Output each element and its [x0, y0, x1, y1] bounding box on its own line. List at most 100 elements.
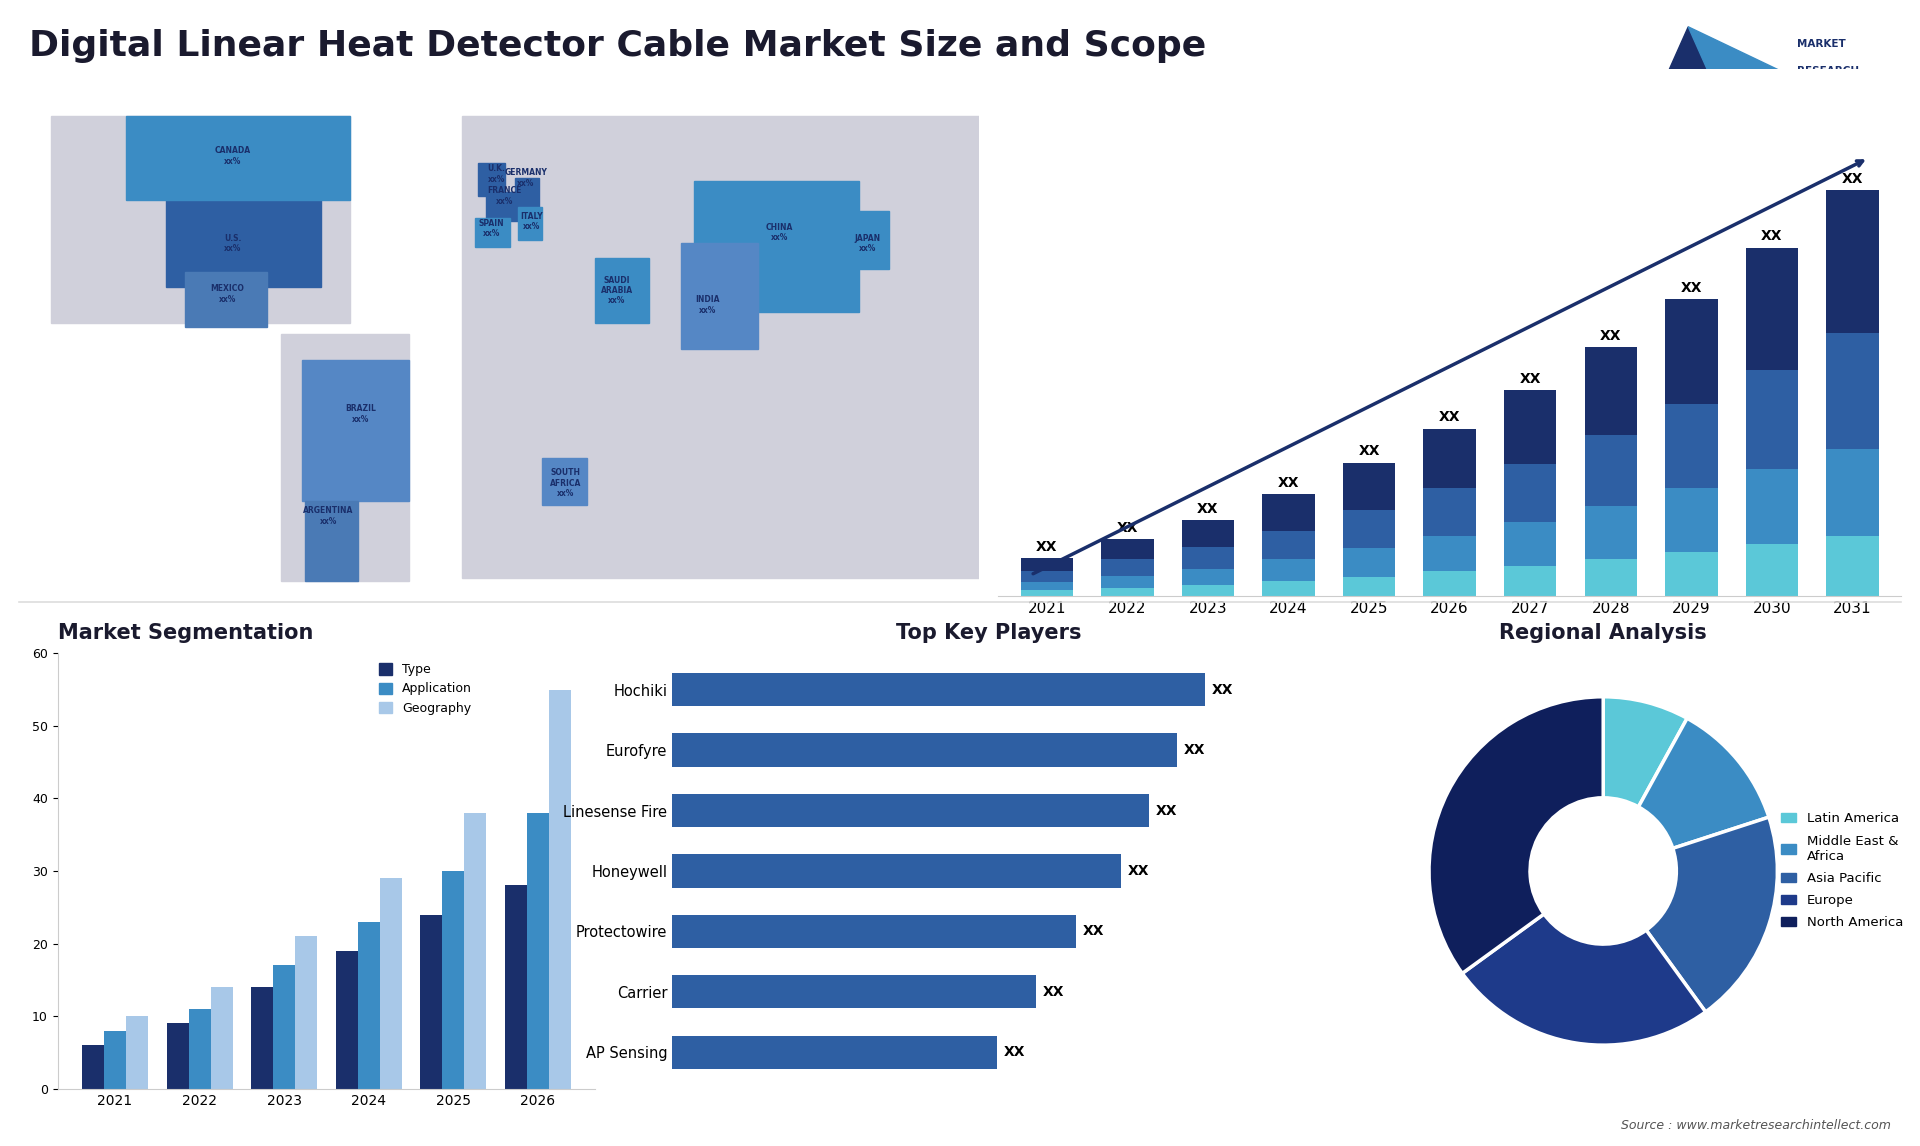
Bar — [1102, 575, 1154, 588]
Bar — [1423, 572, 1476, 596]
Polygon shape — [515, 178, 540, 207]
Text: XX: XX — [1212, 683, 1233, 697]
Bar — [1261, 581, 1315, 596]
Polygon shape — [301, 360, 409, 502]
Text: XX: XX — [1680, 281, 1701, 296]
Bar — [672, 854, 1121, 888]
Bar — [1342, 463, 1396, 510]
Bar — [1584, 435, 1638, 507]
Bar — [1584, 507, 1638, 559]
Bar — [380, 878, 401, 1089]
Bar — [442, 871, 465, 1089]
Text: XX: XX — [1277, 476, 1300, 489]
Bar — [420, 915, 442, 1089]
Text: XX: XX — [1438, 410, 1461, 424]
Text: SPAIN
xx%: SPAIN xx% — [478, 219, 505, 238]
Bar — [296, 936, 317, 1089]
Bar — [1745, 248, 1797, 370]
Text: XX: XX — [1043, 984, 1066, 999]
Wedge shape — [1463, 915, 1705, 1045]
Text: SOUTH
AFRICA
xx%: SOUTH AFRICA xx% — [551, 469, 582, 499]
Wedge shape — [1638, 719, 1768, 848]
Polygon shape — [165, 199, 321, 286]
Bar — [1342, 510, 1396, 548]
Bar — [273, 965, 296, 1089]
Bar — [1503, 391, 1557, 464]
Bar — [357, 921, 380, 1089]
Bar — [211, 987, 232, 1089]
Bar — [1503, 523, 1557, 566]
Bar — [526, 813, 549, 1089]
Bar — [1102, 588, 1154, 596]
Polygon shape — [486, 193, 520, 221]
Text: JAPAN
xx%: JAPAN xx% — [854, 234, 879, 253]
Bar — [1021, 590, 1073, 596]
Polygon shape — [280, 335, 409, 581]
Bar — [1181, 520, 1235, 547]
Text: GERMANY
xx%: GERMANY xx% — [505, 168, 547, 188]
Bar — [1826, 190, 1878, 333]
Text: XX: XX — [1599, 329, 1622, 343]
Bar — [1826, 536, 1878, 596]
Bar — [252, 987, 273, 1089]
Bar — [672, 673, 1204, 706]
Text: INDIA
xx%: INDIA xx% — [695, 296, 720, 315]
Bar — [1665, 299, 1718, 405]
Bar — [1181, 547, 1235, 568]
Text: XX: XX — [1117, 520, 1139, 535]
Bar — [1102, 559, 1154, 575]
Polygon shape — [476, 218, 511, 246]
Text: XX: XX — [1761, 229, 1782, 243]
Text: BRAZIL
xx%: BRAZIL xx% — [346, 405, 376, 424]
Polygon shape — [52, 116, 349, 323]
Bar — [83, 1045, 104, 1089]
Bar — [672, 915, 1075, 948]
Wedge shape — [1428, 697, 1603, 973]
Bar — [672, 975, 1037, 1008]
Text: U.K.
xx%: U.K. xx% — [488, 165, 505, 183]
Bar — [1423, 536, 1476, 572]
Bar — [1826, 449, 1878, 536]
Bar — [1423, 429, 1476, 488]
Polygon shape — [518, 207, 541, 240]
Text: FRANCE
xx%: FRANCE xx% — [488, 187, 522, 205]
Legend: Latin America, Middle East &
Africa, Asia Pacific, Europe, North America: Latin America, Middle East & Africa, Asi… — [1776, 807, 1908, 935]
Bar — [1261, 531, 1315, 559]
Bar — [1584, 347, 1638, 435]
Text: XX: XX — [1519, 372, 1542, 386]
Text: XX: XX — [1127, 864, 1148, 878]
Legend: Type, Application, Geography: Type, Application, Geography — [376, 659, 476, 719]
Bar — [549, 690, 570, 1089]
Text: U.S.
xx%: U.S. xx% — [225, 234, 242, 253]
Text: CANADA
xx%: CANADA xx% — [215, 147, 252, 166]
Bar — [1261, 559, 1315, 581]
Text: XX: XX — [1198, 502, 1219, 516]
Bar — [1342, 576, 1396, 596]
Bar — [1665, 488, 1718, 552]
Text: ITALY
xx%: ITALY xx% — [520, 212, 543, 231]
Title: Regional Analysis: Regional Analysis — [1500, 623, 1707, 643]
Bar — [1181, 568, 1235, 586]
Text: XX: XX — [1156, 803, 1177, 817]
Bar — [1021, 558, 1073, 572]
Text: CHINA
xx%: CHINA xx% — [766, 222, 793, 242]
Wedge shape — [1645, 817, 1778, 1012]
Text: ARGENTINA
xx%: ARGENTINA xx% — [303, 507, 353, 526]
Bar — [1745, 370, 1797, 470]
Text: XX: XX — [1004, 1045, 1025, 1059]
Text: MARKET: MARKET — [1797, 39, 1845, 48]
Text: Digital Linear Heat Detector Cable Market Size and Scope: Digital Linear Heat Detector Cable Marke… — [29, 29, 1206, 63]
Text: INTELLECT: INTELLECT — [1797, 94, 1859, 104]
Text: MEXICO
xx%: MEXICO xx% — [211, 284, 244, 304]
Bar — [1503, 566, 1557, 596]
Polygon shape — [541, 457, 588, 505]
Bar — [336, 951, 357, 1089]
Bar — [465, 813, 486, 1089]
Bar — [505, 886, 526, 1089]
Text: XX: XX — [1083, 925, 1104, 939]
Bar — [1584, 559, 1638, 596]
Text: Market Segmentation: Market Segmentation — [58, 623, 313, 643]
Polygon shape — [478, 163, 505, 196]
Wedge shape — [1603, 697, 1688, 807]
Bar — [1261, 494, 1315, 531]
